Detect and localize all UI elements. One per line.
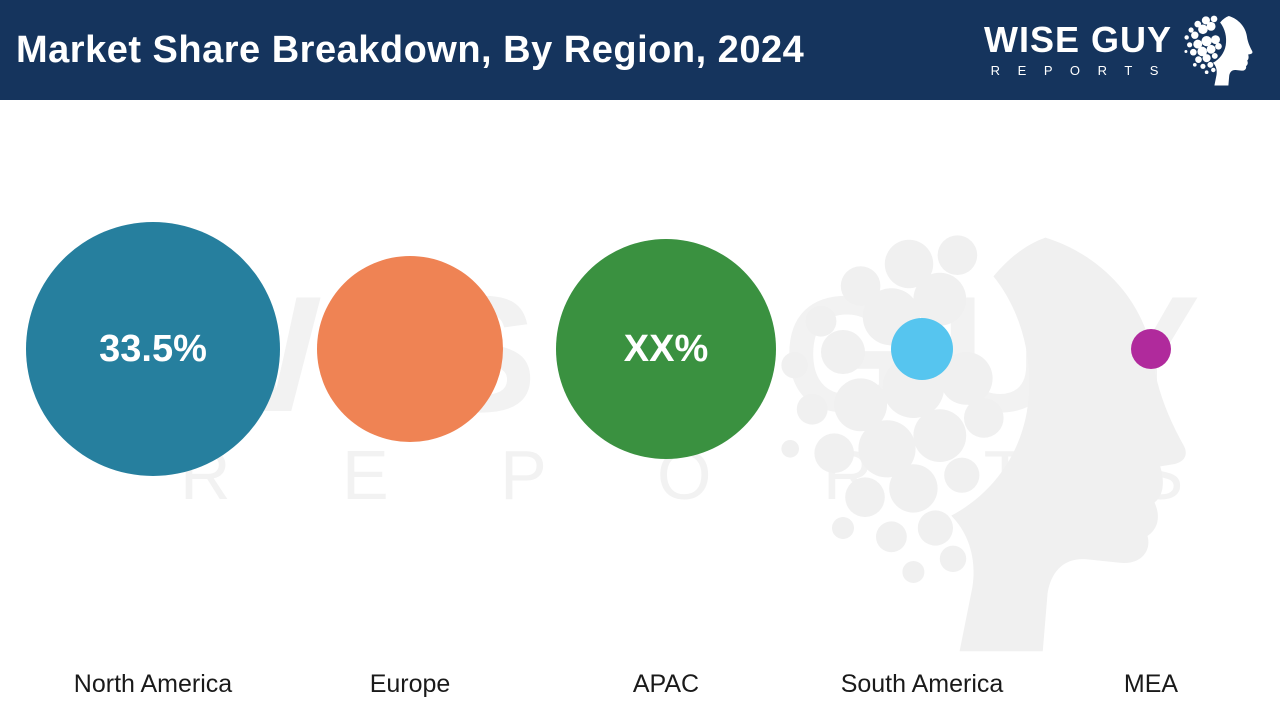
wiseguy-logo: WISE GUY R E P O R T S	[984, 8, 1254, 92]
category-label-south-america: South America	[840, 670, 1004, 698]
bubble-apac: XX%	[556, 239, 776, 459]
watermark-head-icon	[781, 235, 1186, 652]
bubble-mea	[1131, 329, 1171, 369]
logo-wordmark: WISE GUY	[983, 19, 1172, 60]
bubble-europe	[317, 256, 503, 442]
category-label-north-america: North America	[73, 670, 233, 698]
header-bar: Market Share Breakdown, By Region, 2024 …	[0, 0, 1280, 100]
bubble-value-label: XX%	[623, 327, 709, 370]
category-label-mea: MEA	[1123, 670, 1179, 698]
logo-subtext: R E P O R T S	[990, 63, 1166, 78]
page-title: Market Share Breakdown, By Region, 2024	[16, 28, 805, 71]
logo-head-icon	[1184, 15, 1253, 86]
category-label-apac: APAC	[632, 670, 700, 698]
logo-text: WISE GUY R E P O R T S	[983, 19, 1172, 79]
bubble-south-america	[891, 318, 953, 380]
bubble-north-america: 33.5%	[26, 222, 280, 476]
category-label-europe: Europe	[369, 670, 451, 698]
bubble-chart: WISE GUY R E P O R T S 33.5% North Ameri…	[0, 100, 1280, 720]
bubble-value-label: 33.5%	[99, 327, 207, 370]
